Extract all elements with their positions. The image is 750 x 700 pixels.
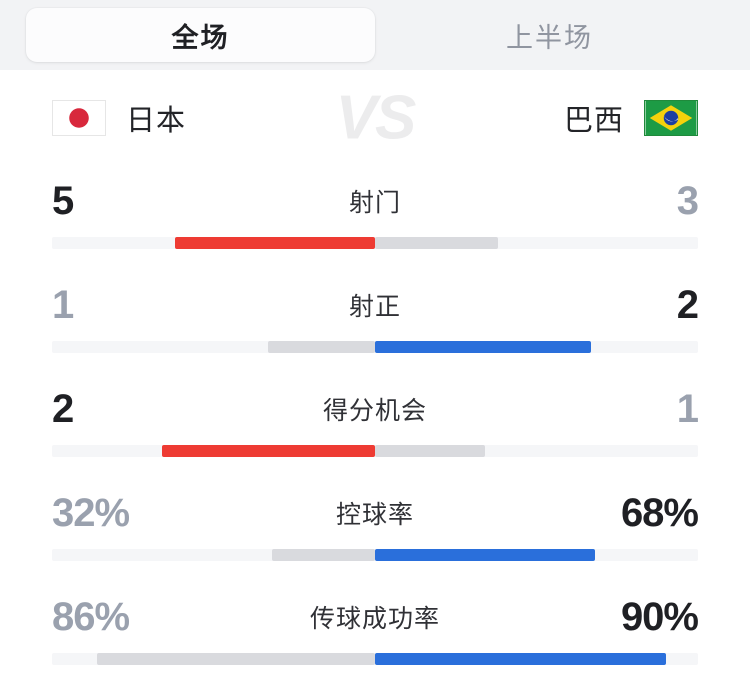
stat-label: 射门 [348, 189, 401, 217]
vs-watermark: VS [335, 83, 417, 152]
stat-home-value: 1 [52, 283, 74, 327]
stat-away-value: 3 [676, 179, 699, 223]
stat-bar-away [375, 341, 592, 353]
match-teams-header: VS 日本 巴西 [0, 70, 750, 165]
stat-home-value: 86% [52, 595, 130, 639]
stat-label: 控球率 [335, 501, 414, 529]
stat-label: 得分机会 [322, 397, 427, 425]
stat-row: 1 射正 2 [52, 269, 699, 373]
stat-row: 2 得分机会 1 [52, 373, 699, 477]
stat-bar-track [52, 341, 698, 353]
stat-home-value: 32% [52, 491, 130, 535]
stat-away-value: 1 [676, 387, 699, 431]
stat-head: 86% 传球成功率 90% [52, 581, 699, 653]
stat-bar-away [375, 445, 485, 457]
match-stats-list: 5 射门 3 1 射正 2 2 得分机会 1 [0, 165, 750, 685]
tab-full-match-label: 全场 [171, 22, 230, 53]
tab-first-half[interactable]: 上半场 [375, 8, 724, 62]
stat-away-value: 2 [676, 283, 699, 327]
stat-bar-away [375, 549, 595, 561]
stat-bar-home [97, 653, 375, 665]
stat-head: 5 射门 3 [52, 165, 699, 237]
stat-bar-home [268, 341, 375, 353]
brazil-flag [644, 99, 698, 136]
stat-label: 射正 [348, 293, 401, 321]
tab-first-half-label: 上半场 [506, 22, 593, 53]
away-team-name: 巴西 [563, 104, 624, 137]
stat-head: 1 射正 2 [52, 269, 699, 341]
period-tabbar: 全场 上半场 [0, 0, 750, 70]
stat-home-value: 5 [52, 179, 74, 223]
stat-bar-home [161, 445, 375, 457]
home-team[interactable]: 日本 [52, 97, 186, 139]
stat-head: 32% 控球率 68% [52, 477, 699, 549]
stat-bar-away [375, 653, 666, 665]
stat-home-value: 2 [52, 387, 74, 431]
stat-row: 5 射门 3 [52, 165, 699, 269]
stat-row: 32% 控球率 68% [52, 477, 699, 581]
stat-label: 传球成功率 [309, 605, 440, 633]
stat-away-value: 68% [620, 491, 699, 535]
stat-bar-home [271, 549, 375, 561]
stat-row: 86% 传球成功率 90% [52, 581, 699, 685]
stat-bar-track [52, 237, 698, 249]
stat-head: 2 得分机会 1 [52, 373, 699, 445]
stat-bar-home [174, 237, 375, 249]
japan-flag [52, 99, 106, 136]
home-team-name: 日本 [126, 104, 187, 137]
stat-bar-track [52, 549, 698, 561]
stat-bar-track [52, 653, 698, 665]
tab-full-match[interactable]: 全场 [26, 8, 375, 62]
stat-away-value: 90% [620, 595, 699, 639]
stat-bar-track [52, 445, 698, 457]
away-team[interactable]: 巴西 [564, 97, 698, 139]
stat-bar-away [375, 237, 498, 249]
